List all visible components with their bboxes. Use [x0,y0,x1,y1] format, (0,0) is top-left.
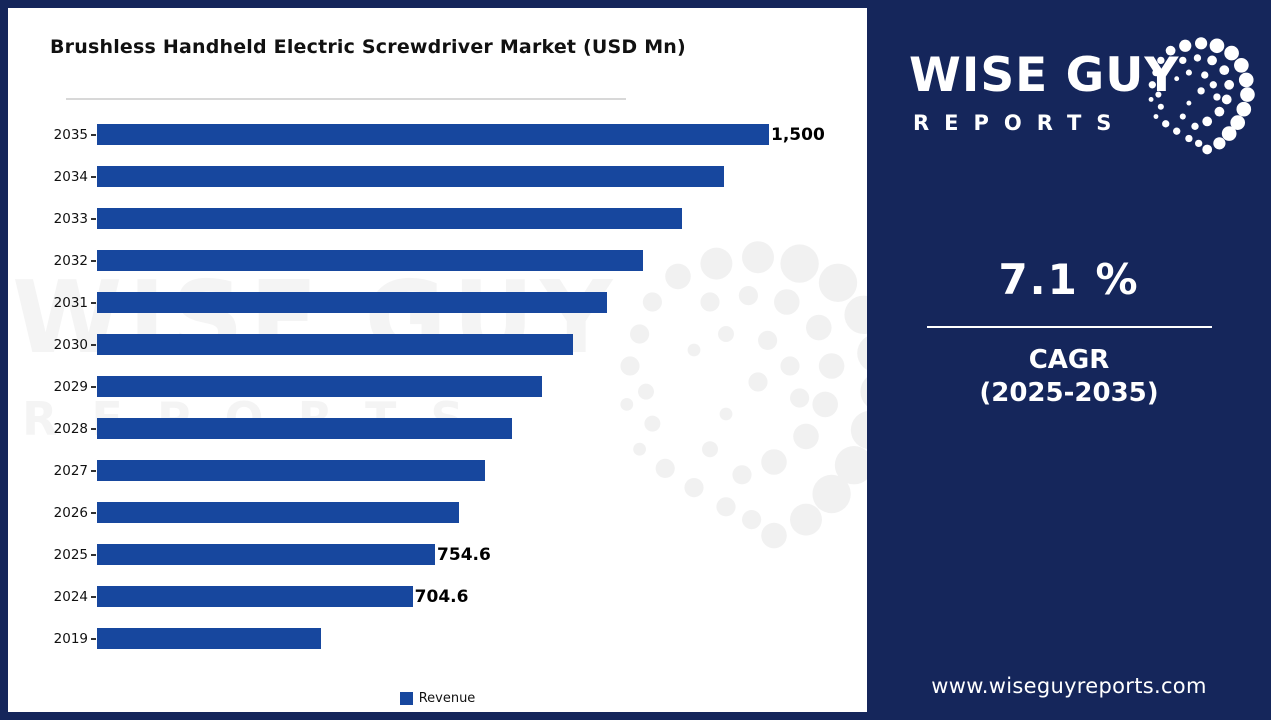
bar-track [97,324,769,366]
bar-track [97,198,769,240]
y-tick-label: 2033 [53,211,88,227]
bar-track [97,366,769,408]
y-tick-label: 2026 [53,505,88,521]
y-tick-label: 2031 [53,295,88,311]
legend-swatch-revenue [399,692,413,705]
legend-label: Revenue [418,691,476,706]
revenue-bar [97,124,769,145]
bar-track: 754.6 [97,534,769,576]
title-underline [66,98,626,100]
chart-row: 2034 [38,156,848,198]
bar-track: 1,500 [97,114,825,156]
y-tick-label: 2028 [53,421,88,437]
chart-row: 2030 [38,324,848,366]
bar-track [97,282,769,324]
chart-row: 2032 [38,240,848,282]
y-tick-label: 2035 [53,127,88,143]
website-link[interactable]: www.wiseguyreports.com [931,674,1207,698]
y-tick-mark [91,344,96,346]
bar-track [97,492,769,534]
revenue-bar [97,502,460,523]
y-tick-label: 2029 [53,379,88,395]
bar-track [97,450,769,492]
revenue-bar [97,334,574,355]
y-tick-label: 2027 [53,463,88,479]
y-tick-mark [91,554,96,556]
revenue-bar [97,628,321,649]
bar-track [97,156,769,198]
logo-subtitle: REPORTS [913,111,1127,135]
revenue-bar [97,586,413,607]
logo-head-dots-icon [1148,37,1255,155]
bar-track [97,408,769,450]
chart-row: 2028 [38,408,848,450]
revenue-bar [97,292,608,313]
y-tick-label: 2024 [53,589,88,605]
y-tick-mark [91,302,96,304]
chart-row: 2029 [38,366,848,408]
revenue-bar [97,460,485,481]
y-tick-mark [91,218,96,220]
revenue-bar [97,544,436,565]
revenue-bar [97,376,542,397]
y-tick-label: 2034 [53,169,88,185]
revenue-bar [97,166,724,187]
cagr-period: (2025-2035) [979,377,1159,408]
chart-row: 2024 704.6 [38,576,848,618]
cagr-block: 7.1 % CAGR (2025-2035) [867,255,1271,409]
y-tick-mark [91,176,96,178]
y-tick-mark [91,638,96,640]
y-tick-mark [91,596,96,598]
cagr-label: CAGR [1028,345,1110,375]
y-tick-label: 2025 [53,547,88,563]
chart-row: 2027 [38,450,848,492]
revenue-bar [97,418,513,439]
chart-row: 2025 754.6 [38,534,848,576]
bar-track [97,240,769,282]
y-tick-mark [91,386,96,388]
brand-panel: WISE GUY REPORTS 7.1 % [867,0,1271,720]
chart-area: WISE GUY REPORTS Brushless Handheld Elec… [8,8,867,712]
y-tick-mark [91,134,96,136]
y-tick-mark [91,260,96,262]
chart-row: 2026 [38,492,848,534]
chart-row: 2019 [38,618,848,660]
y-tick-mark [91,428,96,430]
y-tick-label: 2032 [53,253,88,269]
chart-title: Brushless Handheld Electric Screwdriver … [50,36,686,58]
bar-value-label: 1,500 [771,125,825,145]
bar-track [97,618,769,660]
bar-value-label: 704.6 [414,587,469,607]
revenue-bar [97,250,644,271]
chart-row: 2031 [38,282,848,324]
revenue-bar [97,208,683,229]
logo-wordmark: WISE GUY [909,48,1180,103]
chart-row: 2035 1,500 [38,114,848,156]
chart-row: 2033 [38,198,848,240]
cagr-divider [926,326,1212,328]
bar-rows: 2035 1,500 2034 2033 2032 2031 2030 2029 2028 202… [38,114,848,660]
bar-value-label: 754.6 [437,545,491,565]
y-tick-mark [91,512,96,514]
brand-logo: WISE GUY REPORTS [909,37,1255,155]
cagr-value: 7.1 % [998,255,1140,304]
chart-legend: Revenue [8,691,867,706]
bar-track: 704.6 [97,576,769,618]
y-tick-label: 2019 [53,631,88,647]
y-tick-mark [91,470,96,472]
y-tick-label: 2030 [53,337,88,353]
